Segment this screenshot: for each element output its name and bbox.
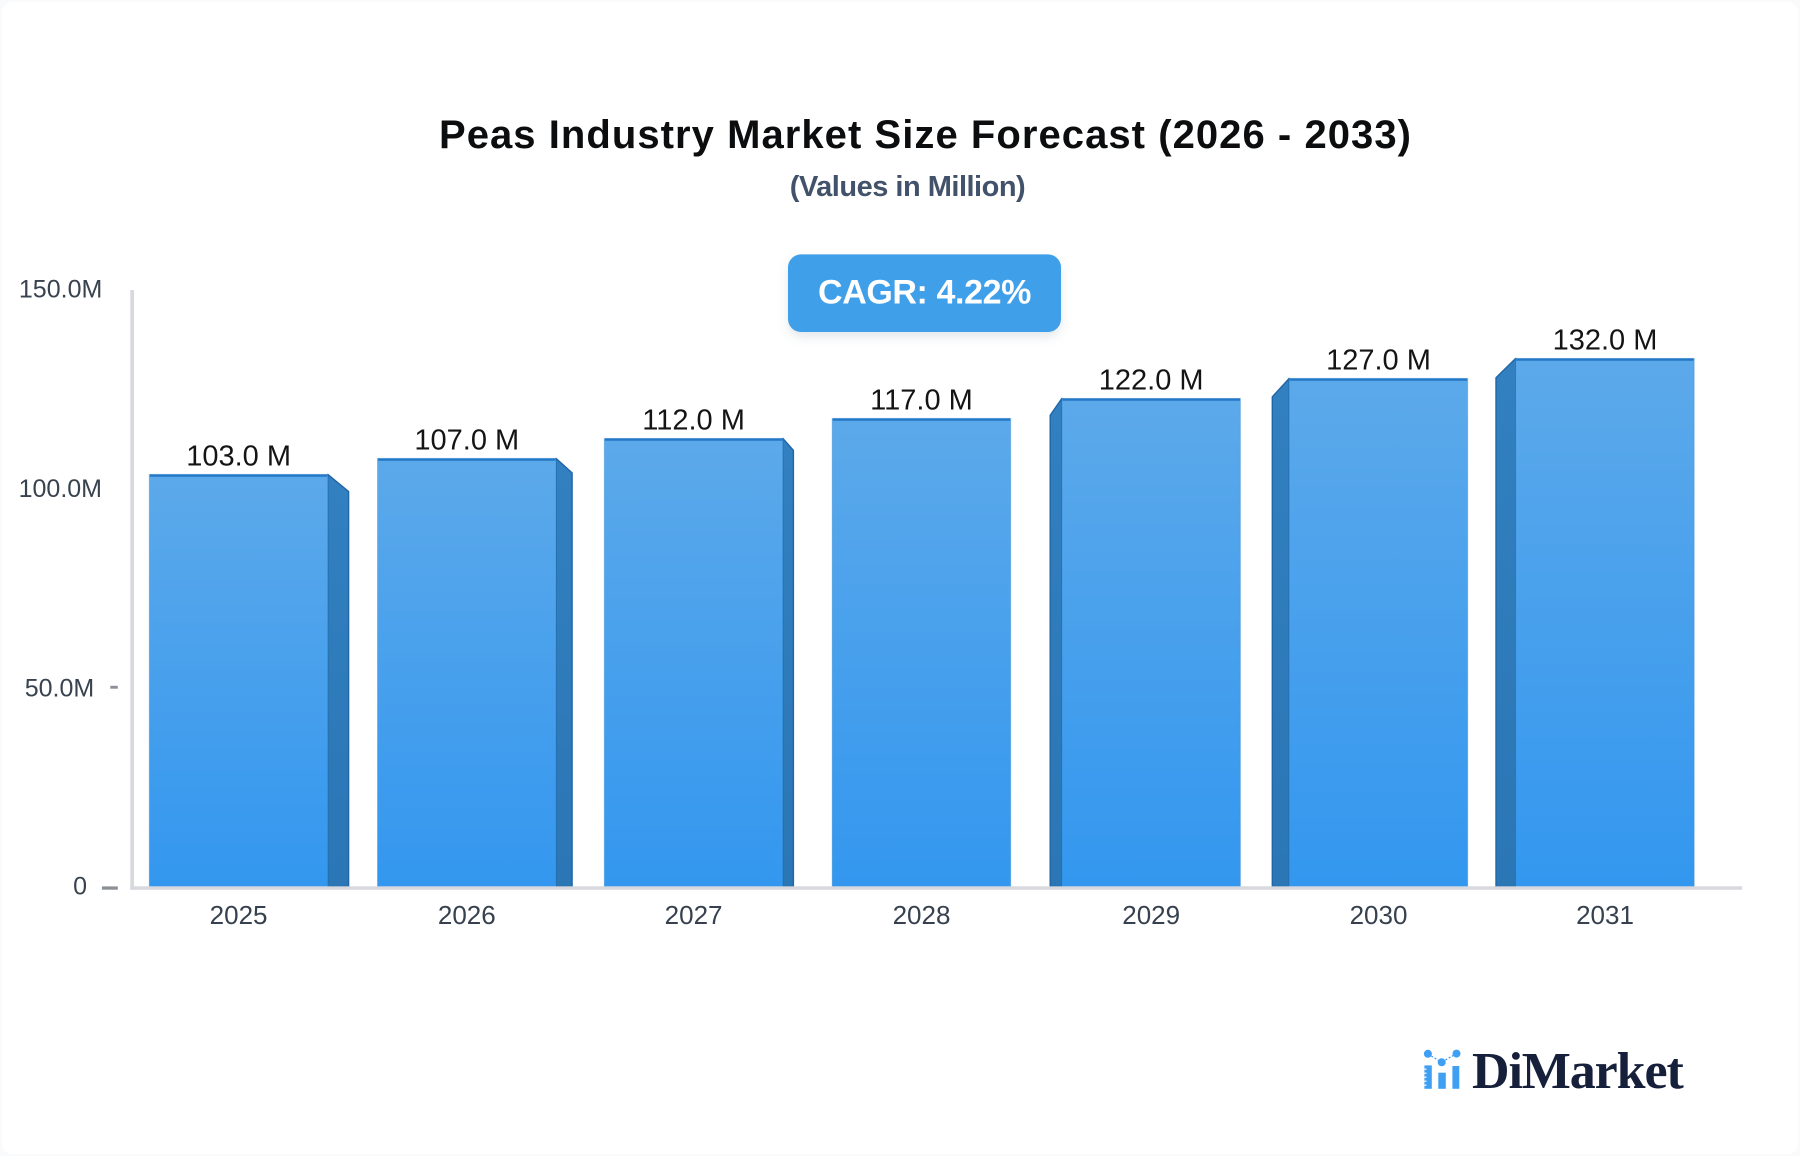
svg-text:2027: 2027	[665, 900, 723, 930]
svg-text:2031: 2031	[1576, 900, 1634, 930]
svg-text:2030: 2030	[1350, 900, 1408, 930]
svg-text:100.0M: 100.0M	[19, 475, 102, 503]
svg-text:127.0 M: 127.0 M	[1326, 344, 1431, 376]
svg-text:50.0M: 50.0M	[25, 674, 94, 702]
svg-text:117.0 M: 117.0 M	[870, 384, 973, 416]
svg-text:DiMarket: DiMarket	[1472, 1043, 1684, 1100]
svg-text:2026: 2026	[438, 900, 496, 930]
svg-text:107.0 M: 107.0 M	[414, 424, 519, 456]
svg-text:112.0 M: 112.0 M	[642, 404, 745, 436]
svg-text:2025: 2025	[210, 900, 268, 930]
svg-text:150.0M: 150.0M	[19, 276, 102, 304]
svg-text:2029: 2029	[1122, 900, 1180, 930]
svg-text:2028: 2028	[893, 900, 951, 930]
svg-text:Peas Industry Market Size Fore: Peas Industry Market Size Forecast (2026…	[439, 113, 1412, 157]
svg-text:132.0 M: 132.0 M	[1553, 324, 1658, 356]
svg-text:0: 0	[73, 872, 87, 900]
svg-text:CAGR: 4.22%: CAGR: 4.22%	[818, 274, 1031, 312]
svg-text:122.0 M: 122.0 M	[1099, 364, 1204, 396]
svg-text:103.0 M: 103.0 M	[186, 440, 291, 472]
svg-text:(Values in Million): (Values in Million)	[790, 171, 1025, 203]
